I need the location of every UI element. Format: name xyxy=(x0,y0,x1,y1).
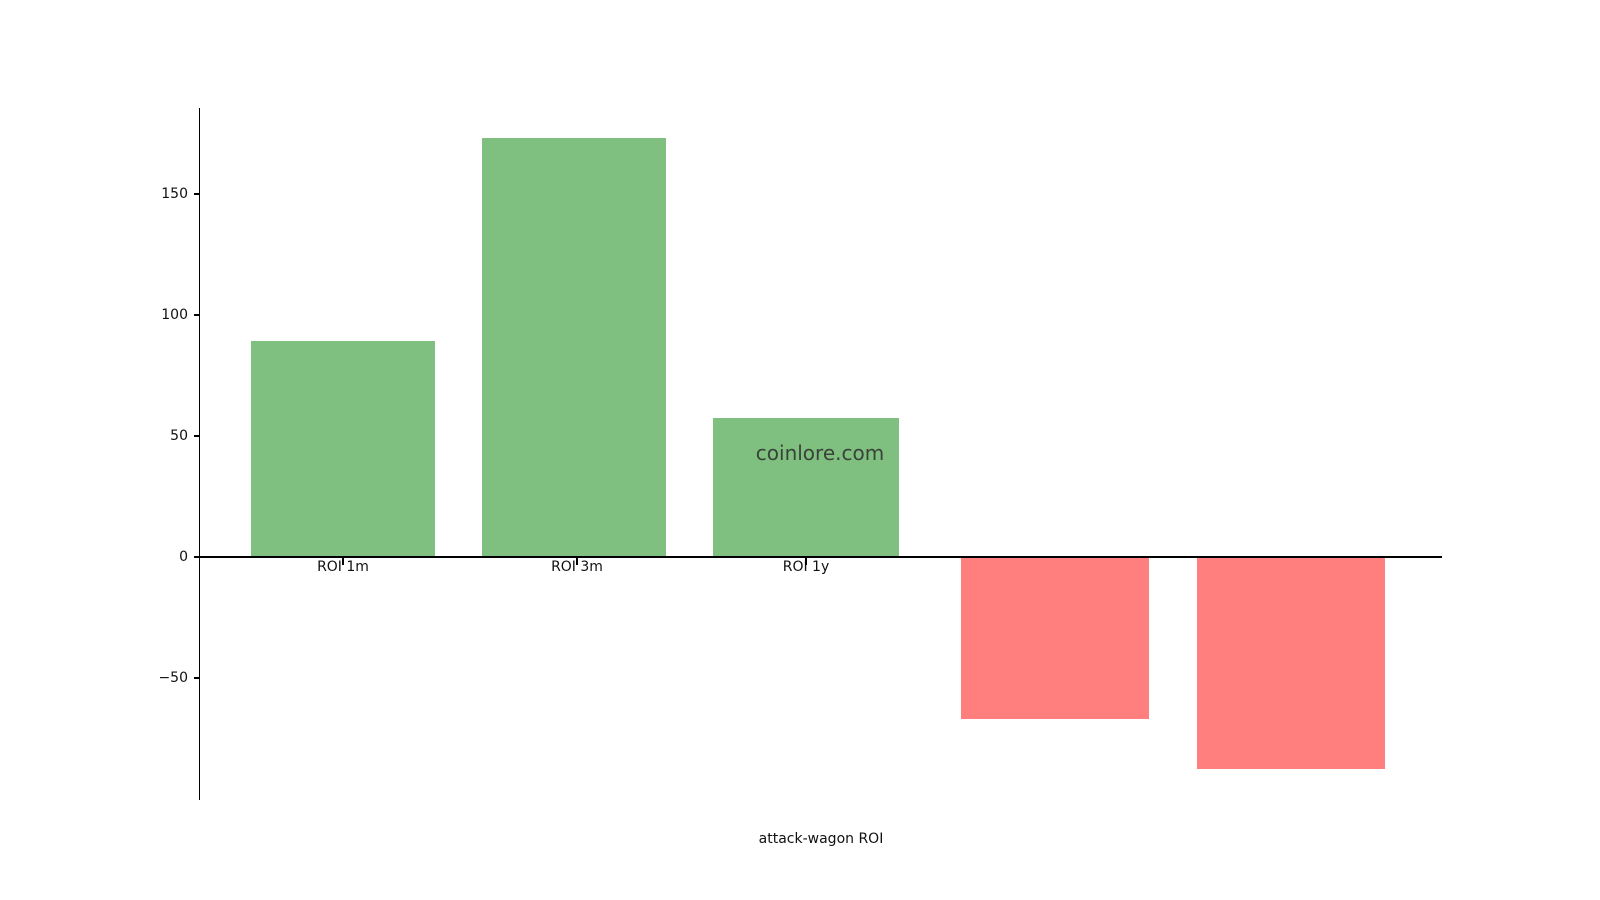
bar-roi-1m xyxy=(251,340,435,557)
bar-roi-1y xyxy=(713,418,899,557)
bar-4 xyxy=(961,557,1149,719)
y-tick-label--50: −50 xyxy=(158,670,188,686)
y-tick-label-0: 0 xyxy=(179,549,188,565)
y-tick-mark-150 xyxy=(193,193,199,195)
y-tick-mark-50 xyxy=(193,435,199,437)
x-axis-zero-line xyxy=(198,556,1442,558)
y-tick-mark-0 xyxy=(193,556,199,558)
x-tick-mark-roi-1m xyxy=(342,557,344,565)
x-axis-title: attack-wagon ROI xyxy=(758,831,884,847)
y-tick-label-100: 100 xyxy=(161,307,188,323)
bar-roi-3m xyxy=(482,138,666,557)
y-tick-label-150: 150 xyxy=(161,186,188,202)
x-tick-label-roi-3m: ROI 3m xyxy=(551,559,603,575)
watermark-text: coinlore.com xyxy=(755,441,885,465)
y-tick-mark-100 xyxy=(193,314,199,316)
y-axis-spine xyxy=(198,108,200,800)
y-tick-mark--50 xyxy=(193,677,199,679)
x-tick-label-roi-1y: ROI 1y xyxy=(782,559,830,575)
x-tick-mark-roi-3m xyxy=(576,557,578,565)
x-tick-mark-roi-1y xyxy=(805,557,807,565)
x-tick-label-roi-1m: ROI 1m xyxy=(317,559,369,575)
bar-5 xyxy=(1197,557,1385,769)
y-tick-label-50: 50 xyxy=(170,428,188,444)
